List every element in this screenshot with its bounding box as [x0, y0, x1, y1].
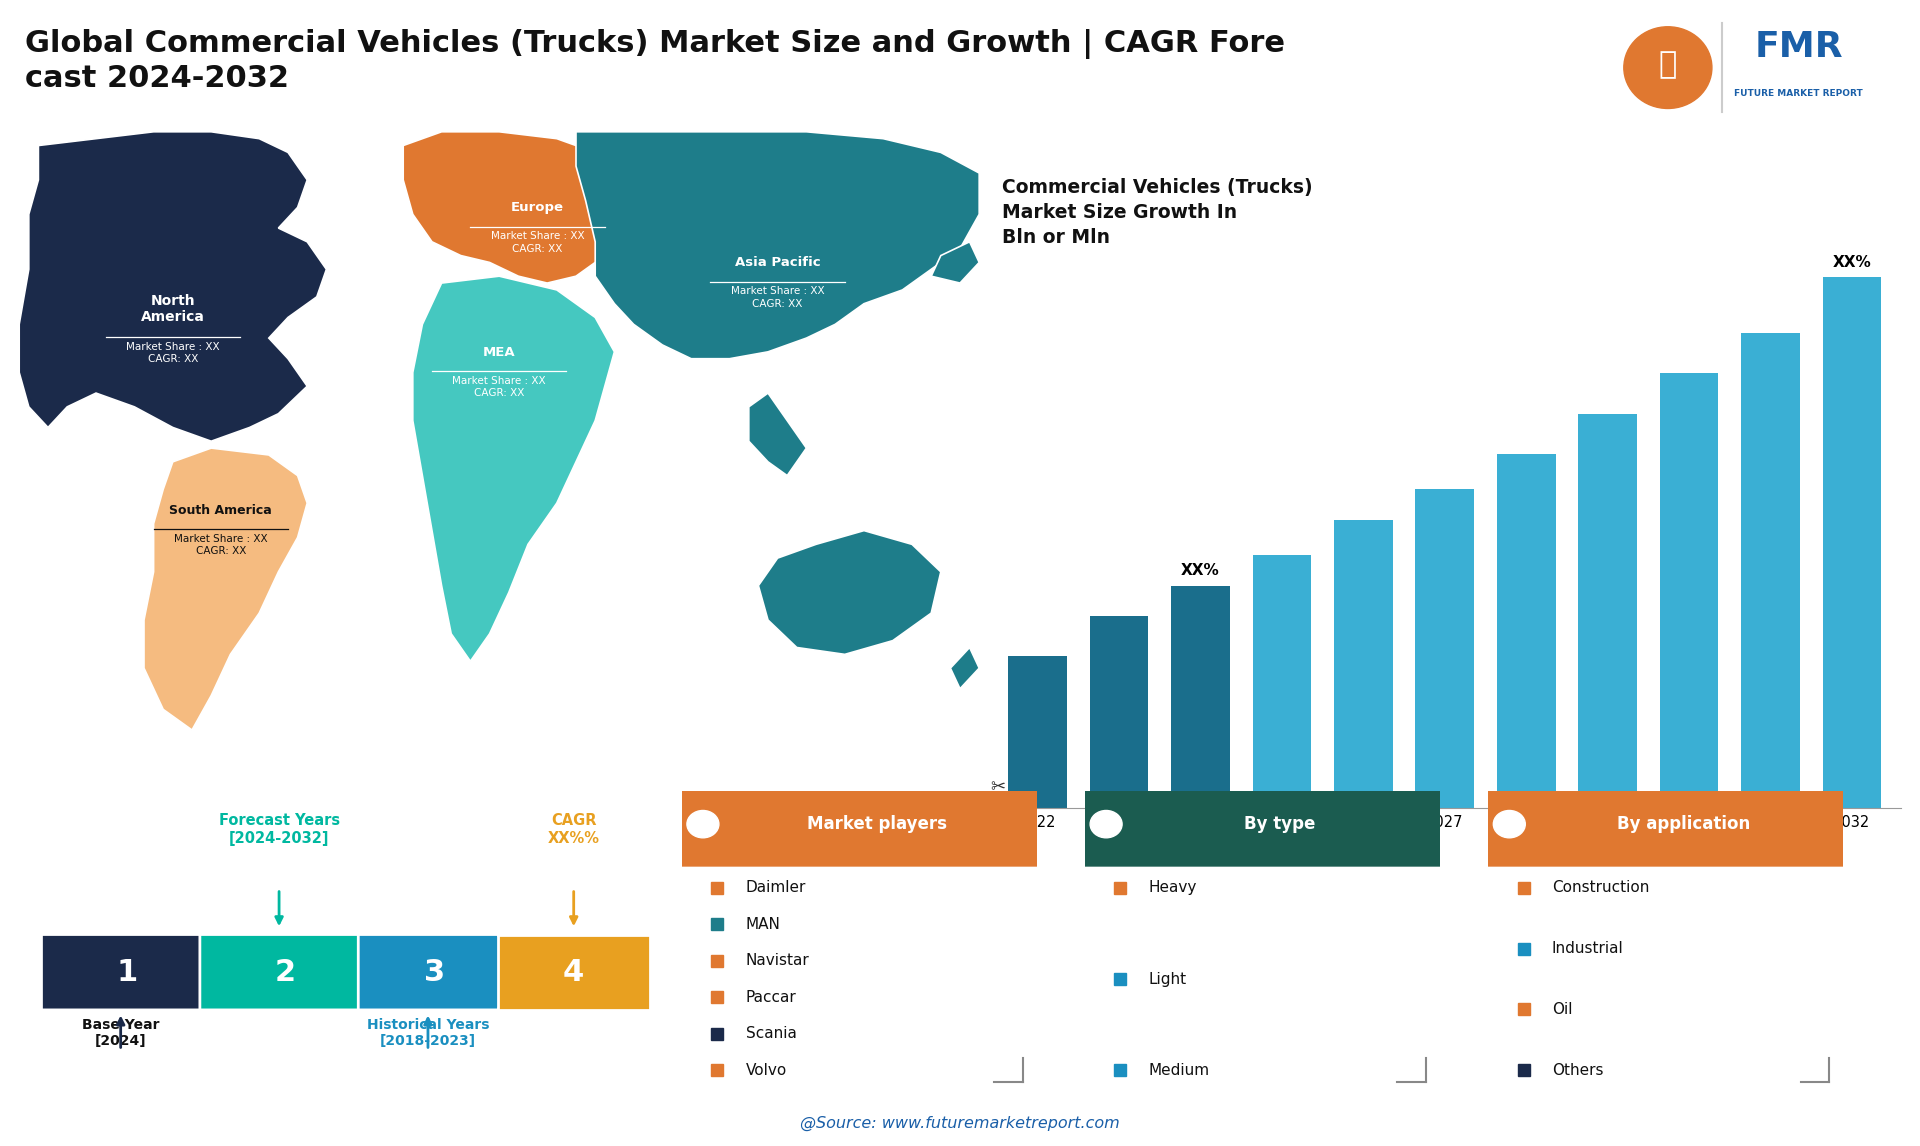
FancyBboxPatch shape [670, 782, 1048, 866]
Text: Oil: Oil [1551, 1002, 1572, 1017]
Text: Global Commercial Vehicles (Trucks) Market Size and Growth | CAGR Fore
cast 2024: Global Commercial Vehicles (Trucks) Mark… [25, 29, 1284, 94]
Text: Navistar: Navistar [745, 953, 810, 968]
Text: Construction: Construction [1551, 880, 1649, 895]
Text: Scania: Scania [745, 1026, 797, 1042]
Text: 1: 1 [117, 958, 138, 987]
Text: FUTURE MARKET REPORT: FUTURE MARKET REPORT [1734, 89, 1862, 99]
FancyBboxPatch shape [674, 857, 1044, 1100]
Text: Market Share : XX
CAGR: XX: Market Share : XX CAGR: XX [175, 534, 267, 557]
Polygon shape [749, 393, 806, 476]
Text: Forecast Years
[2024-2032]: Forecast Years [2024-2032] [219, 814, 340, 846]
Polygon shape [359, 934, 522, 1010]
Text: MAN: MAN [745, 917, 780, 932]
Text: Historical Years
[2018-2023]: Historical Years [2018-2023] [367, 1018, 490, 1049]
Bar [1008, 657, 1068, 808]
Circle shape [687, 810, 718, 838]
Text: Heavy: Heavy [1148, 880, 1196, 895]
Text: Medium: Medium [1148, 1062, 1210, 1077]
Polygon shape [931, 242, 979, 283]
Text: Daimler: Daimler [745, 880, 806, 895]
Polygon shape [413, 276, 614, 661]
Polygon shape [200, 934, 384, 1010]
Text: Base Year
[2024]: Base Year [2024] [83, 1018, 159, 1049]
Polygon shape [42, 934, 225, 1010]
Bar [1498, 454, 1555, 808]
Text: Market Share : XX
CAGR: XX: Market Share : XX CAGR: XX [732, 286, 824, 309]
Polygon shape [403, 132, 624, 283]
Text: 2: 2 [275, 958, 296, 987]
Text: MEA: MEA [484, 346, 515, 359]
Bar [1171, 586, 1231, 808]
Text: @Source: www.futuremarketreport.com: @Source: www.futuremarketreport.com [801, 1116, 1119, 1131]
Text: ✂: ✂ [991, 778, 1006, 796]
Text: Light: Light [1148, 972, 1187, 987]
Text: Volvo: Volvo [745, 1062, 787, 1077]
Text: Market Share : XX
CAGR: XX: Market Share : XX CAGR: XX [492, 231, 584, 254]
Polygon shape [576, 132, 979, 359]
Text: Market Share : XX
CAGR: XX: Market Share : XX CAGR: XX [127, 342, 219, 364]
Text: FMR: FMR [1755, 30, 1843, 63]
FancyBboxPatch shape [1073, 782, 1452, 866]
Text: 3: 3 [424, 958, 445, 987]
FancyBboxPatch shape [1480, 857, 1851, 1100]
Bar [1822, 277, 1882, 808]
Polygon shape [950, 647, 979, 689]
Bar [1252, 555, 1311, 808]
Text: XX%: XX% [1181, 563, 1219, 578]
Text: Others: Others [1551, 1062, 1603, 1077]
Text: Commercial Vehicles (Trucks)
Market Size Growth In
Bln or Mln: Commercial Vehicles (Trucks) Market Size… [1002, 178, 1313, 246]
Bar [1415, 489, 1475, 808]
Bar [1659, 374, 1718, 808]
Text: Europe: Europe [511, 202, 564, 214]
Polygon shape [144, 448, 307, 730]
Circle shape [1091, 810, 1121, 838]
Polygon shape [497, 934, 649, 1010]
Text: By type: By type [1244, 815, 1315, 833]
Text: Industrial: Industrial [1551, 941, 1624, 956]
Text: Paccar: Paccar [745, 990, 797, 1005]
Circle shape [1494, 810, 1524, 838]
Polygon shape [758, 531, 941, 654]
Text: XX%: XX% [1832, 254, 1872, 269]
Text: Market Share : XX
CAGR: XX: Market Share : XX CAGR: XX [453, 376, 545, 399]
Circle shape [1624, 26, 1713, 109]
Text: By application: By application [1617, 815, 1749, 833]
Text: CAGR
XX%%: CAGR XX%% [547, 814, 599, 846]
Text: North
America: North America [140, 295, 205, 324]
Bar [1334, 520, 1392, 808]
Text: 4: 4 [563, 958, 584, 987]
Bar [1578, 414, 1638, 808]
Bar [1741, 332, 1799, 808]
Text: 👤: 👤 [1659, 50, 1676, 79]
Text: Market players: Market players [806, 815, 947, 833]
FancyBboxPatch shape [1476, 782, 1855, 866]
Text: South America: South America [169, 504, 273, 517]
Polygon shape [19, 132, 326, 441]
FancyBboxPatch shape [1077, 857, 1448, 1100]
Text: Asia Pacific: Asia Pacific [735, 257, 820, 269]
Bar [1091, 615, 1148, 808]
